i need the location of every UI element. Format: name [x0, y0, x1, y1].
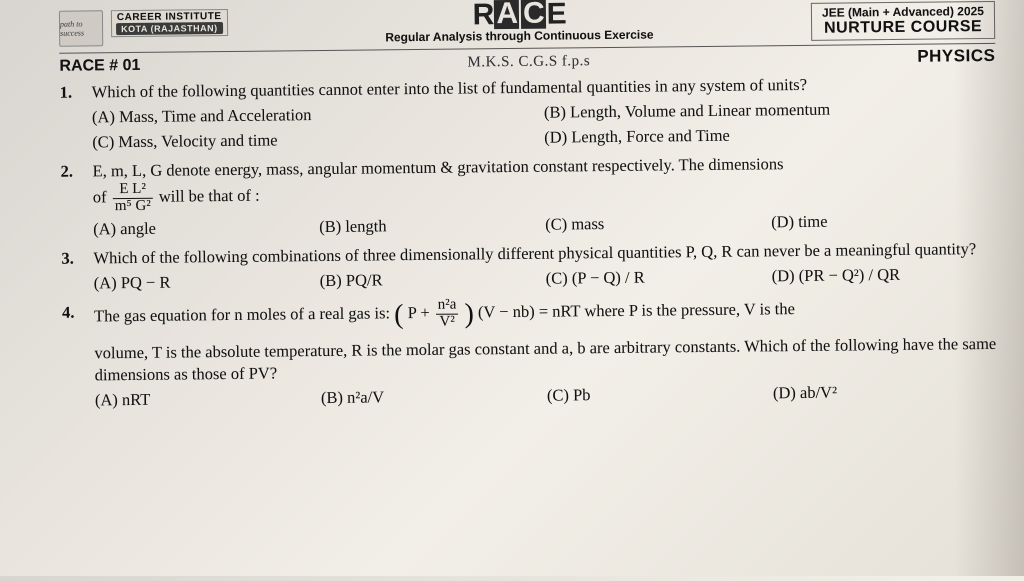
- q4-option-a: (A) nRT: [95, 386, 321, 413]
- q3-option-a: (A) PQ − R: [94, 269, 320, 296]
- q4-open-paren: (: [394, 301, 404, 329]
- race-logo-text: R A C E: [473, 0, 566, 29]
- header-bar: path to success CAREER INSTITUTE KOTA (R…: [59, 1, 995, 54]
- q2-option-b: (B) length: [319, 212, 545, 239]
- question-2: 2. E, m, L, G denote energy, mass, angul…: [60, 151, 997, 242]
- institute-name-box: CAREER INSTITUTE KOTA (RAJASTHAN): [111, 9, 228, 37]
- jee-course-box: JEE (Main + Advanced) 2025 NURTURE COURS…: [811, 1, 995, 41]
- jee-course-line: NURTURE COURSE: [822, 18, 984, 38]
- q4-textB: where P is the pressure, V is the: [584, 299, 795, 320]
- question-4: 4. The gas equation for n moles of a rea…: [62, 292, 999, 413]
- q4-frac-top: n²a: [436, 298, 459, 315]
- q2-frac-top: E L²: [113, 182, 153, 199]
- q2-fraction: E L² m⁵ G²: [113, 182, 153, 215]
- q4-option-c: (C) Pb: [547, 382, 773, 409]
- q3-number: 3.: [61, 247, 84, 296]
- race-logo-block: R A C E Regular Analysis through Continu…: [235, 0, 803, 46]
- race-letter-e: E: [547, 0, 566, 27]
- q2-option-a: (A) angle: [93, 215, 319, 242]
- q2-of: of: [93, 187, 111, 206]
- q4-close-paren: ): [464, 300, 474, 328]
- q4-line2: volume, T is the absolute temperature, R…: [94, 333, 998, 387]
- handwritten-note: M.K.S. C.G.S f.p.s: [467, 53, 590, 71]
- q4-option-b: (B) n²a/V: [321, 384, 547, 411]
- q2-number: 2.: [60, 160, 83, 241]
- question-1: 1. Which of the following quantities can…: [60, 72, 997, 155]
- q3-option-b: (B) PQ/R: [320, 267, 546, 294]
- race-number: RACE # 01: [59, 57, 140, 76]
- q4-frac-bot: V²: [436, 315, 459, 331]
- q1-option-c: (C) Mass, Velocity and time: [92, 125, 544, 154]
- institute-kota-line: KOTA (RAJASTHAN): [116, 22, 223, 35]
- subject-label: PHYSICS: [917, 46, 995, 67]
- race-letter-c: C: [521, 0, 546, 29]
- q4-option-d: (D) ab/V²: [773, 379, 999, 406]
- race-subtitle: Regular Analysis through Continuous Exer…: [385, 28, 653, 45]
- q4-paren-fraction: n²a V²: [436, 298, 459, 331]
- q2-frac-bot: m⁵ G²: [113, 199, 153, 215]
- q4-textA: The gas equation for n moles of a real g…: [94, 304, 394, 326]
- q2-tail: will be that of :: [159, 186, 260, 206]
- race-letter-a: A: [494, 0, 519, 29]
- q4-paren-lhs: P +: [408, 303, 434, 322]
- q3-option-d: (D) (PR − Q²) / QR: [772, 262, 998, 289]
- q2-option-c: (C) mass: [545, 210, 771, 237]
- question-3: 3. Which of the following combinations o…: [61, 238, 997, 296]
- race-letter-r: R: [473, 1, 494, 28]
- q4-paren-rhs: (V − nb) = nRT: [478, 302, 580, 322]
- q1-number: 1.: [60, 82, 83, 155]
- q2-option-d: (D) time: [771, 207, 997, 234]
- q4-line1: The gas equation for n moles of a real g…: [94, 292, 998, 334]
- q4-number: 4.: [62, 302, 85, 414]
- q1-option-d: (D) Length, Force and Time: [544, 120, 996, 149]
- institute-logo: path to success: [59, 10, 103, 46]
- q3-option-c: (C) (P − Q) / R: [546, 264, 772, 291]
- worksheet-page: path to success CAREER INSTITUTE KOTA (R…: [0, 0, 1024, 581]
